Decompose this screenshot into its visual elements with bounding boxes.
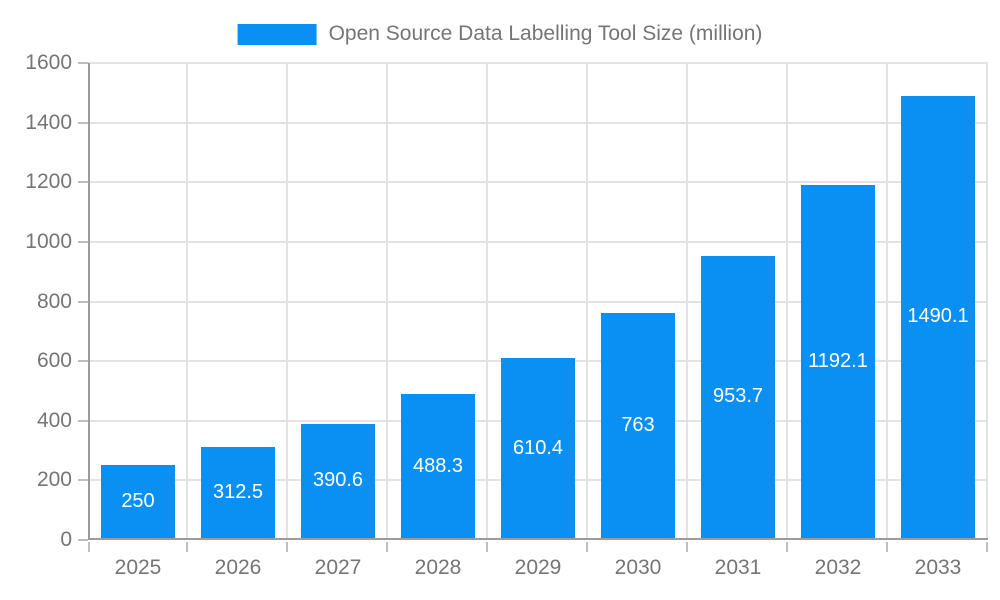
y-axis-tick-label: 1000: [25, 229, 72, 253]
bar-2033[interactable]: 1490.1: [901, 95, 975, 538]
y-axis-tick-label: 200: [36, 468, 72, 492]
gridline-vertical: [886, 63, 888, 540]
bar-2025[interactable]: 250: [101, 465, 175, 538]
gridline-vertical: [986, 63, 988, 540]
gridline-horizontal: [88, 300, 988, 303]
bar-value-label: 953.7: [712, 385, 764, 408]
gridline-vertical: [586, 63, 588, 540]
gridline-horizontal: [88, 62, 988, 64]
bar-value-label: 312.5: [212, 480, 264, 503]
y-axis-tick-label: 600: [36, 349, 72, 373]
gridline-vertical: [186, 63, 188, 540]
plot-area: 250 312.5 390.6 488.3 610.4 763 953.7 1192.1 149…: [78, 62, 988, 552]
bar-2026[interactable]: 312.5: [201, 446, 275, 538]
y-axis-tick: [78, 121, 88, 124]
y-axis-tick: [78, 62, 88, 64]
gridline-horizontal: [88, 240, 988, 243]
bar-value-label: 390.6: [312, 469, 364, 492]
x-axis-tick-label: 2029: [514, 556, 562, 579]
y-axis-tick-label: 400: [36, 408, 72, 432]
gridline-vertical: [286, 63, 288, 540]
gridline-horizontal: [88, 121, 988, 124]
x-axis-tick-label: 2033: [914, 556, 962, 579]
bar-value-label: 250: [121, 490, 155, 513]
gridline-vertical: [386, 63, 388, 540]
bar-2032[interactable]: 1192.1: [801, 184, 875, 538]
x-axis-tick-label: 2028: [414, 556, 462, 579]
bar-2031[interactable]: 953.7: [701, 255, 775, 538]
y-axis-tick-label: 0: [60, 528, 72, 551]
gridline-vertical: [686, 63, 688, 540]
x-axis-tick: [686, 542, 688, 552]
y-axis-tick-label: 800: [36, 289, 72, 313]
x-axis-tick-label: 2027: [314, 556, 362, 579]
bar-2030[interactable]: 763: [601, 312, 675, 538]
x-axis-tick: [386, 542, 388, 552]
x-axis-tick: [786, 542, 788, 552]
bar-value-label: 1192.1: [808, 349, 868, 372]
x-axis-line: [88, 538, 988, 540]
chart-legend[interactable]: Open Source Data Labelling Tool Size (mi…: [237, 22, 763, 46]
gridline-horizontal: [88, 181, 988, 184]
bar-value-label: 763: [621, 413, 655, 436]
x-axis-tick: [486, 542, 488, 552]
y-axis-line: [88, 63, 90, 540]
legend-swatch-icon: [237, 23, 317, 45]
bar-2029[interactable]: 610.4: [501, 358, 575, 538]
bar-value-label: 610.4: [512, 436, 564, 459]
y-axis-tick: [78, 419, 88, 422]
y-axis-tick: [78, 539, 88, 541]
y-axis-tick: [78, 300, 88, 303]
y-axis-tick-label: 1200: [25, 170, 72, 194]
x-axis-tick: [586, 542, 588, 552]
y-axis-tick: [78, 479, 88, 482]
x-axis-tick-label: 2030: [614, 556, 662, 579]
y-axis-tick: [78, 360, 88, 363]
x-axis-tick-label: 2032: [814, 556, 862, 579]
x-axis-tick-label: 2026: [214, 556, 262, 579]
x-axis-tick-label: 2025: [114, 556, 162, 579]
x-axis-tick: [886, 542, 888, 552]
bar-2028[interactable]: 488.3: [401, 394, 475, 538]
gridline-vertical: [486, 63, 488, 540]
y-axis-tick-label: 1400: [25, 110, 72, 134]
gridline-vertical: [786, 63, 788, 540]
y-axis-tick-label: 1600: [25, 51, 72, 74]
legend-label: Open Source Data Labelling Tool Size (mi…: [328, 22, 763, 45]
x-axis-tick: [986, 542, 988, 552]
x-axis-tick: [286, 542, 288, 552]
bar-value-label: 1490.1: [907, 305, 969, 328]
x-axis-tick: [186, 542, 188, 552]
y-axis-tick: [78, 240, 88, 243]
x-axis-tick: [88, 542, 90, 552]
bar-value-label: 488.3: [412, 454, 464, 477]
y-axis-tick: [78, 181, 88, 184]
x-axis-tick-label: 2031: [714, 556, 762, 579]
bar-2027[interactable]: 390.6: [301, 423, 375, 538]
